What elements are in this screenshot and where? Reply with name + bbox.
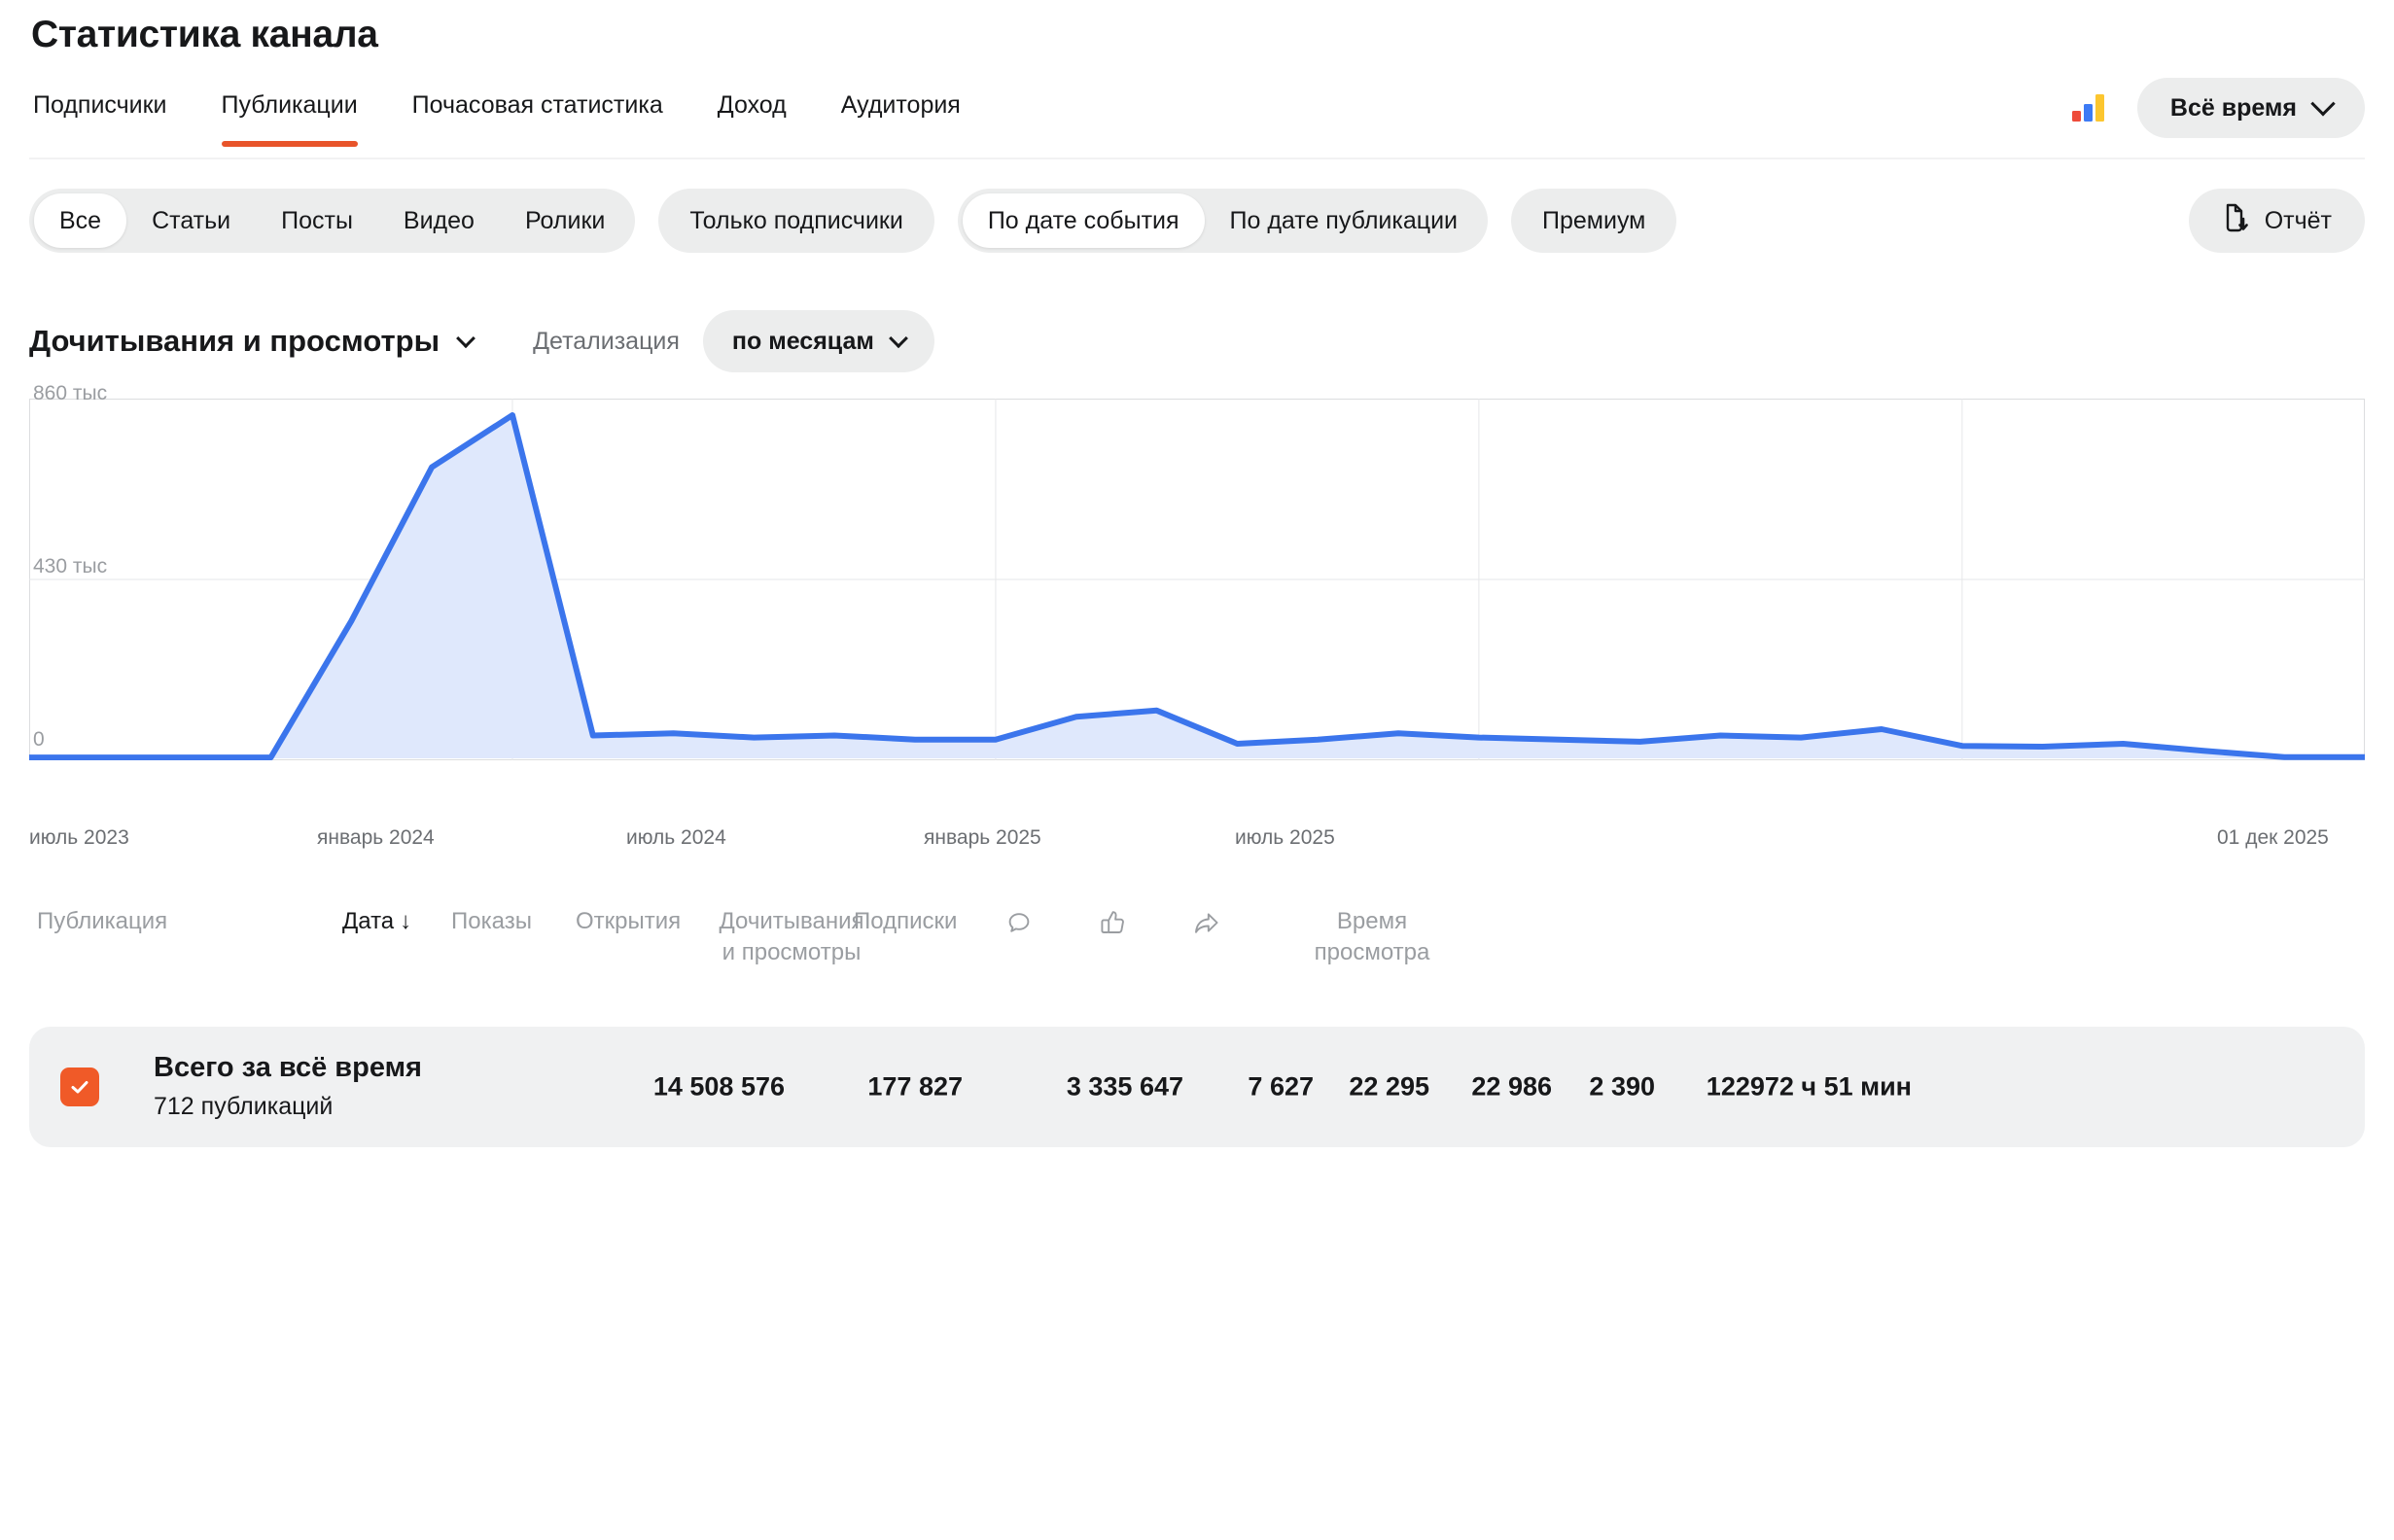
column-watch-time[interactable]: Время просмотра [1289,906,1455,967]
total-shows: 14 508 576 [652,1071,785,1102]
sort-desc-arrow: ↓ [400,908,412,934]
detalization-selector[interactable]: по месяцам [702,310,934,372]
date-mode-segmented: По дате события По дате публикации [957,189,1489,253]
tabs-right-controls: Всё время [2071,78,2365,138]
filter-posts[interactable]: Посты [256,193,378,248]
x-tick-3: январь 2025 [924,826,1041,849]
column-reads[interactable]: Дочитывания и просмотры [704,906,879,967]
chevron-down-icon [888,329,908,349]
filter-label: По дате события [987,206,1179,234]
tab-label: Доход [717,91,787,119]
tab-publications[interactable]: Публикации [221,84,358,147]
report-label: Отчёт [2264,206,2332,234]
filter-articles[interactable]: Статьи [126,193,256,248]
total-shares: 2 390 [1589,1071,1655,1102]
tab-label: Аудитория [840,91,961,119]
filter-all[interactable]: Все [34,193,127,248]
filter-label: Все [59,206,102,234]
metric-selector[interactable]: Дочитывания и просмотры [29,324,475,359]
column-reads-line1: Дочитывания [719,908,864,934]
filter-label: Видео [403,206,475,234]
filter-label: Посты [281,206,353,234]
column-opens[interactable]: Открытия [576,908,682,934]
column-date[interactable]: Дата ↓ [342,906,411,937]
detalization-label: Детализация [533,327,680,355]
total-reads: 3 335 647 [1066,1071,1183,1102]
x-tick-0: июль 2023 [29,826,129,849]
y-axis-label-mid: 430 тыс [33,555,108,578]
y-axis-label-zero: 0 [33,728,45,751]
row-checkbox[interactable] [60,1068,99,1106]
x-axis: июль 2023 январь 2024 июль 2024 январь 2… [29,826,2365,865]
column-subscriptions[interactable]: Подписки [854,908,958,934]
total-opens: 177 827 [867,1071,963,1102]
x-tick-1: январь 2024 [317,826,435,849]
share-icon [1192,910,1221,937]
chart-heading-row: Дочитывания и просмотры Детализация по м… [29,309,2365,373]
x-tick-5: 01 дек 2025 [2217,826,2329,849]
column-likes[interactable] [1099,908,1126,937]
chart-area: 860 тыс 430 тыс 0 [29,383,2365,817]
chevron-down-icon [2310,91,2336,117]
period-selector[interactable]: Всё время [2136,78,2365,138]
filter-by-event-date[interactable]: По дате события [962,193,1205,248]
tab-income[interactable]: Доход [718,84,787,145]
content-type-segmented: Все Статьи Посты Видео Ролики [29,189,636,253]
total-comments: 22 295 [1349,1071,1429,1102]
filter-label: Только подписчики [689,206,903,234]
column-shares[interactable] [1192,910,1221,937]
column-date-label: Дата [342,908,395,934]
column-watch-line1: Время [1336,908,1408,934]
column-watch-line2: просмотра [1314,938,1430,965]
filter-by-publish-date[interactable]: По дате публикации [1205,193,1484,248]
filter-label: Премиум [1542,206,1646,234]
table-row-total[interactable]: Всего за всё время 712 публикаций 14 508… [29,1027,2365,1147]
y-axis-label-top: 860 тыс [33,382,108,404]
total-likes: 22 986 [1471,1071,1552,1102]
metric-label: Дочитывания и просмотры [29,324,440,358]
filter-clips[interactable]: Ролики [500,193,630,248]
filter-label: По дате публикации [1229,206,1459,234]
column-publication[interactable]: Публикация [37,908,168,934]
tab-label: Подписчики [33,91,167,119]
column-reads-line2: и просмотры [722,938,862,965]
bar-chart-icon[interactable] [2071,94,2104,122]
filter-video[interactable]: Видео [378,193,500,248]
check-icon [71,1081,88,1094]
tab-label: Почасовая статистика [411,91,663,119]
filter-label: Статьи [152,206,231,234]
main-tabs: Подписчики Публикации Почасовая статисти… [29,78,2365,159]
x-tick-2: июль 2024 [626,826,726,849]
chevron-down-icon [456,329,475,349]
table-header: Публикация Дата ↓ Показы Открытия Дочитыв… [29,898,2365,1015]
line-area-chart[interactable] [29,399,2365,760]
tab-audience[interactable]: Аудитория [841,84,961,145]
tab-hourly-stats[interactable]: Почасовая статистика [412,84,663,145]
tab-subscribers[interactable]: Подписчики [33,84,167,145]
detalization-value: по месяцам [731,327,874,355]
filter-subscribers-only[interactable]: Только подписчики [658,189,934,253]
total-subscriptions: 7 627 [1248,1071,1314,1102]
x-tick-4: июль 2025 [1235,826,1335,849]
page-title: Статистика канала [31,14,378,55]
total-subtitle: 712 публикаций [154,1093,334,1120]
total-watch-time: 122972 ч 51 мин [1706,1071,1912,1102]
tab-label: Публикации [221,91,358,119]
column-shows[interactable]: Показы [451,908,532,934]
column-comments[interactable] [1005,910,1033,937]
filter-label: Ролики [524,206,606,234]
filters-row: Все Статьи Посты Видео Ролики Только под… [29,189,2365,253]
thumbs-up-icon [1099,908,1126,937]
download-report-icon [2222,202,2251,240]
period-label: Всё время [2169,93,2297,122]
total-title: Всего за всё время [154,1052,422,1083]
comment-icon [1005,910,1033,937]
report-button[interactable]: Отчёт [2188,189,2365,253]
filter-premium[interactable]: Премиум [1511,189,1677,253]
